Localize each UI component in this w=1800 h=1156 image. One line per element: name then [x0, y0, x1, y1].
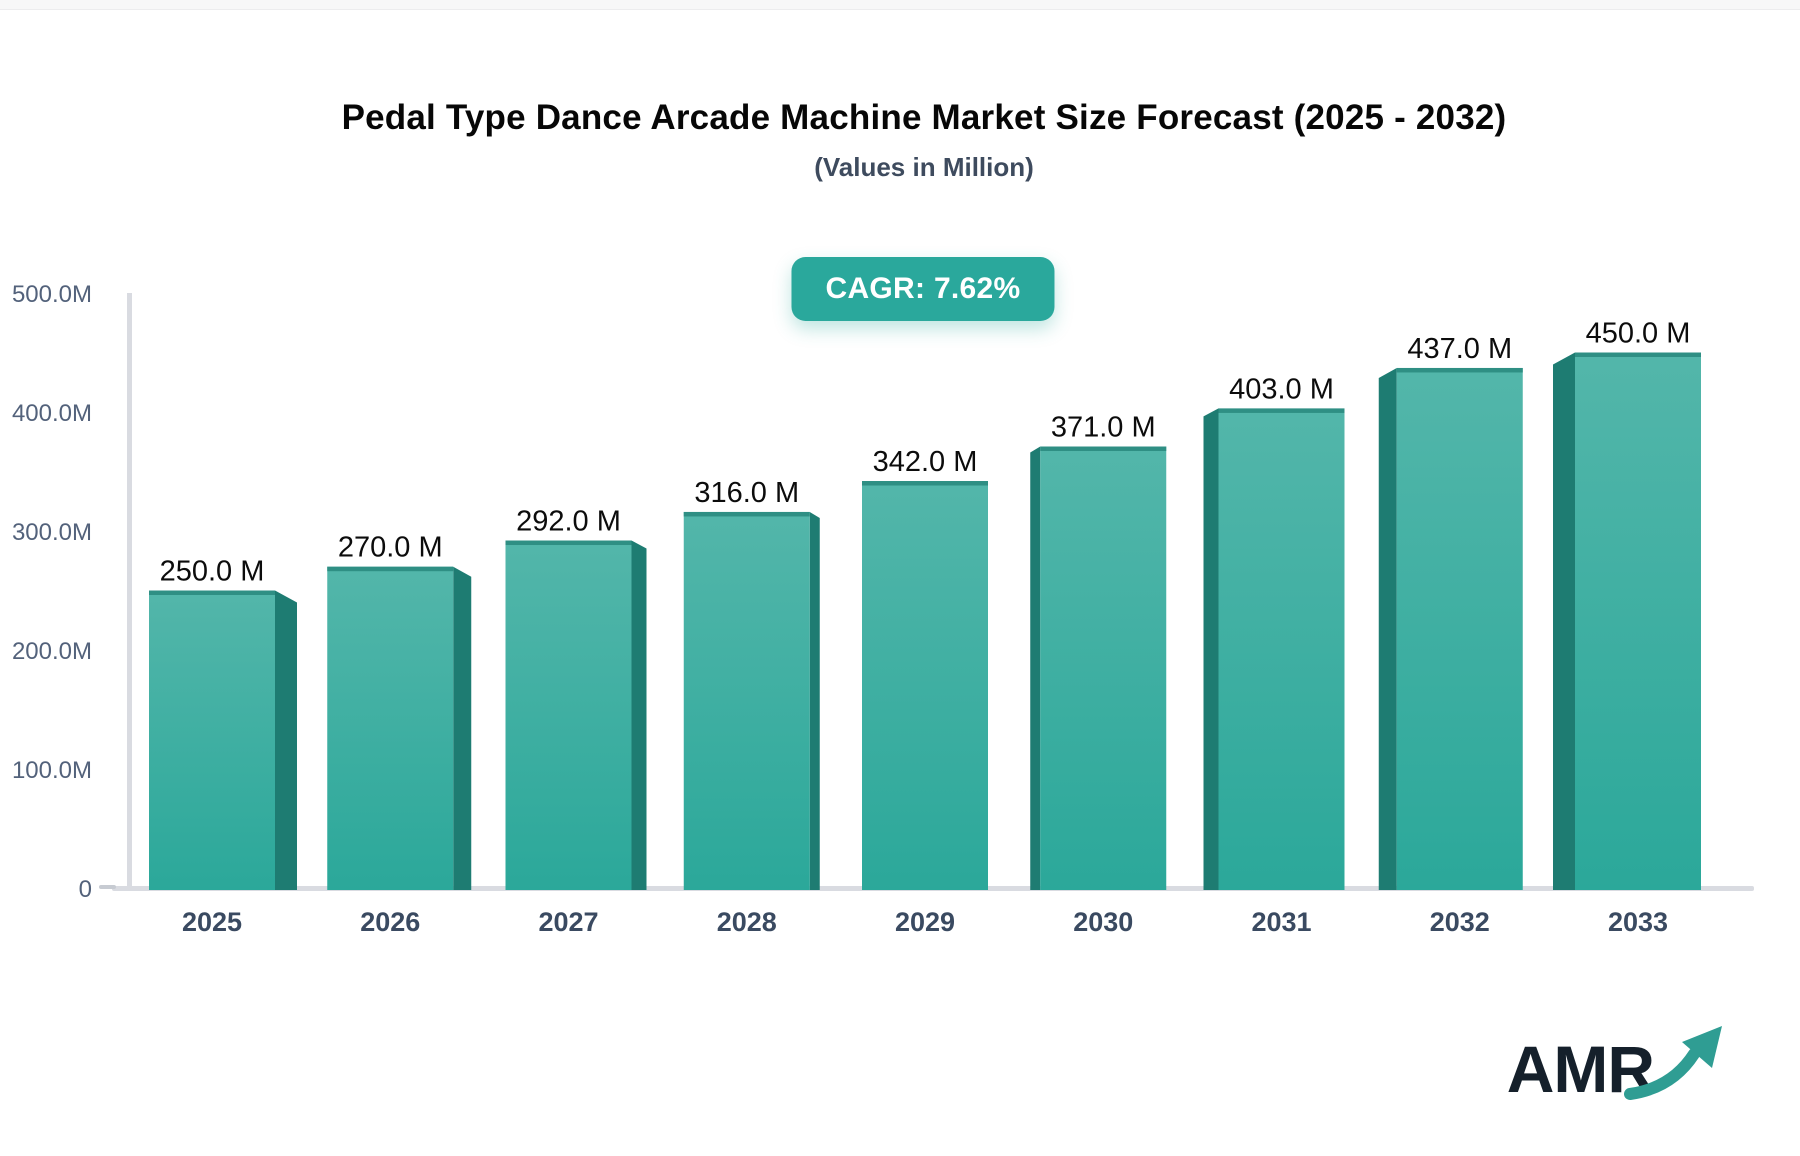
y-tick-label: 400.0M [12, 400, 92, 427]
cagr-badge: CAGR: 7.62% [791, 257, 1055, 321]
bar-side-2025[interactable] [275, 590, 297, 891]
bar-side-2031[interactable] [1203, 408, 1219, 890]
bar-side-2033[interactable] [1553, 352, 1575, 891]
y-tick-label: 100.0M [12, 757, 92, 784]
bar-group-2026: 270.0 M 2026 [327, 532, 472, 937]
bar-side-2027[interactable] [631, 540, 647, 890]
bar-2033[interactable] [1575, 352, 1701, 891]
bar-group-2030: 371.0 M 2030 [1030, 412, 1167, 937]
x-tick-label: 2031 [1251, 907, 1311, 937]
bar-group-2031: 403.0 M 2031 [1203, 373, 1345, 937]
bar-side-2026[interactable] [453, 566, 472, 890]
bar-2031[interactable] [1218, 408, 1345, 890]
x-tick-label: 2028 [717, 907, 777, 937]
bar-2032[interactable] [1396, 367, 1523, 891]
bar-2028[interactable] [683, 511, 810, 890]
chart-subtitle: (Values in Million) [814, 152, 1034, 182]
bar-value-label: 437.0 M [1407, 333, 1512, 365]
bar-value-label: 316.0 M [694, 477, 799, 509]
bar-side-2032[interactable] [1378, 367, 1397, 891]
y-tick-label: 200.0M [12, 638, 92, 665]
x-tick-label: 2027 [538, 907, 598, 937]
bar-2026[interactable] [327, 566, 454, 890]
bar-value-label: 450.0 M [1586, 318, 1691, 350]
chart-title: Pedal Type Dance Arcade Machine Market S… [341, 98, 1507, 137]
x-tick-label: 2032 [1430, 907, 1490, 937]
bar-side-2030[interactable] [1030, 446, 1041, 890]
bar-value-label: 342.0 M [873, 446, 978, 478]
x-tick-label: 2026 [360, 907, 420, 937]
bar-2027[interactable] [505, 540, 632, 890]
x-tick-label: 2030 [1073, 907, 1133, 937]
y-tick-label: 0 [79, 876, 92, 903]
bar-group-2029: 342.0 M 2029 [862, 446, 988, 937]
bar-group-2025: 250.0 M 2025 [149, 556, 297, 937]
top-border [0, 0, 1800, 10]
bar-cap-2031 [1218, 408, 1345, 413]
growth-arrow-icon [1624, 1026, 1722, 1100]
bar-2029[interactable] [862, 481, 988, 890]
y-zero-tick [99, 885, 116, 889]
y-tick-label: 300.0M [12, 519, 92, 546]
bar-cap-2028 [683, 511, 810, 517]
x-tick-label: 2033 [1608, 907, 1668, 937]
bar-cap-2026 [327, 566, 454, 572]
amr-logo: AMR [1507, 1022, 1728, 1102]
bar-group-2033: 450.0 M 2033 [1553, 318, 1701, 937]
bar-cap-2033 [1575, 352, 1701, 357]
bar-2025[interactable] [149, 590, 275, 891]
bar-value-label: 403.0 M [1229, 373, 1334, 405]
y-tick-label: 500.0M [12, 281, 92, 308]
bar-group-2027: 292.0 M 2027 [505, 506, 647, 937]
bar-value-label: 250.0 M [160, 556, 265, 588]
x-tick-label: 2025 [182, 907, 242, 937]
bar-2030[interactable] [1040, 446, 1167, 890]
bar-value-label: 270.0 M [338, 532, 443, 564]
x-tick-label: 2029 [895, 907, 955, 937]
bar-cap-2030 [1040, 446, 1167, 452]
bar-group-2028: 316.0 M 2028 [683, 477, 820, 937]
bar-cap-2027 [505, 540, 632, 546]
bar-cap-2029 [862, 481, 988, 486]
bar-group-2032: 437.0 M 2032 [1378, 333, 1523, 937]
bar-side-2028[interactable] [809, 511, 820, 890]
bar-value-label: 292.0 M [516, 506, 621, 538]
cagr-badge-label: CAGR: 7.62% [825, 272, 1021, 305]
bar-cap-2025 [149, 590, 275, 595]
bar-cap-2032 [1396, 367, 1523, 373]
y-axis-line [127, 293, 132, 889]
bar-value-label: 371.0 M [1051, 412, 1156, 444]
